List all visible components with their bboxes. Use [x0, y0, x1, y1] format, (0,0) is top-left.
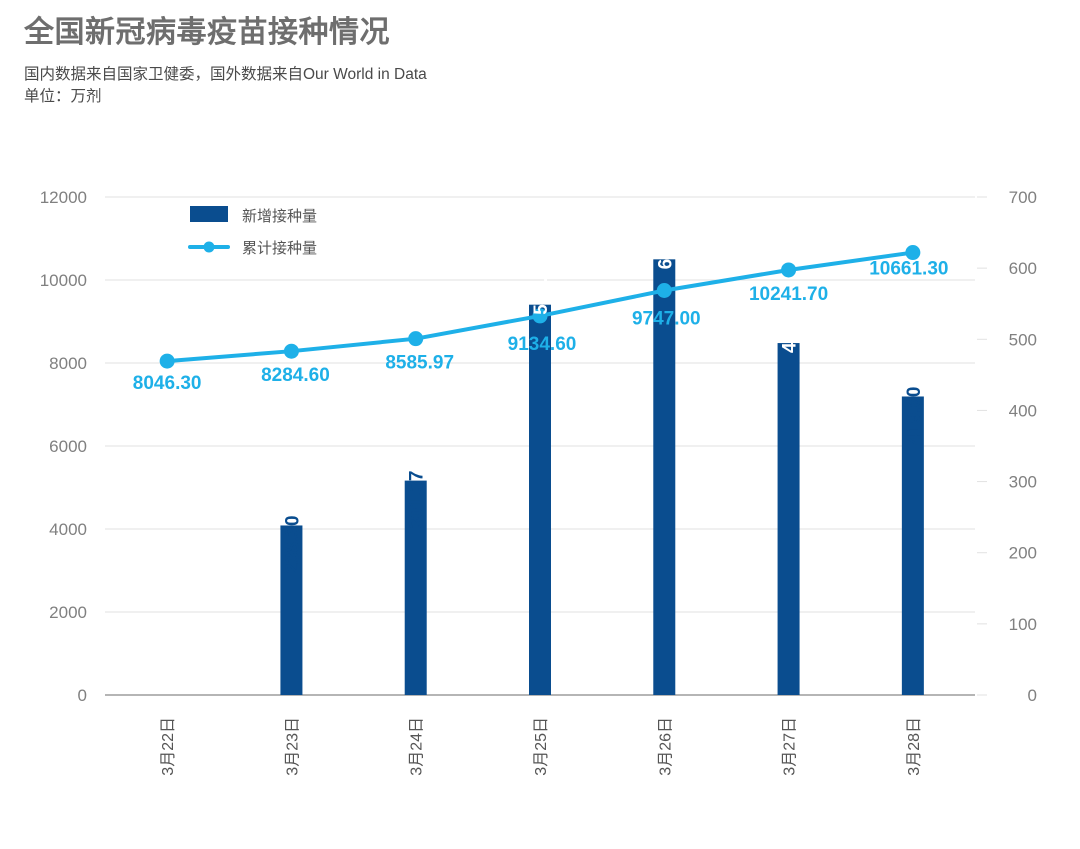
legend-label-line: 累计接种量 [242, 240, 317, 257]
bar-value-label: 548.63 [531, 257, 552, 315]
bar-value-label: 419.60 [904, 386, 925, 444]
right-axis-tick-label: 500 [1009, 330, 1037, 349]
line-data-point [532, 308, 548, 324]
line-value-label: 10661.30 [869, 259, 948, 280]
line-value-label: 8284.60 [261, 365, 330, 386]
bar-value-label: 238.30 [282, 515, 303, 573]
line-value-label: 8046.30 [133, 373, 202, 394]
bar-value-label: 612.40 [655, 211, 676, 269]
chart-subtitle: 国内数据来自国家卫健委，国外数据来自Our World in Data 单位：万… [24, 65, 427, 105]
bar [901, 396, 924, 695]
legend-label-bar: 新增接种量 [242, 208, 317, 225]
line-value-label: 10241.70 [749, 284, 828, 305]
x-axis-tick-label: 3月26日 [657, 717, 674, 776]
bar [653, 259, 676, 695]
right-axis-tick-label: 0 [1028, 686, 1037, 705]
x-axis-tick-label: 3月27日 [782, 717, 799, 776]
line-data-point [656, 282, 672, 298]
bar [777, 343, 800, 695]
line-data-point [408, 331, 424, 347]
left-axis-tick-label: 12000 [40, 188, 87, 207]
right-axis-tick-label: 700 [1009, 188, 1037, 207]
left-axis-tick-label: 6000 [49, 437, 87, 456]
bar [529, 304, 551, 695]
left-axis-tick-label: 10000 [40, 271, 87, 290]
right-axis-tick-label: 300 [1009, 473, 1037, 492]
line-data-point [283, 343, 299, 359]
left-axis-tick-label: 2000 [49, 603, 87, 622]
line-data-point [159, 353, 175, 369]
x-axis-tick-label: 3月22日 [160, 717, 177, 776]
right-axis-tick-label: 200 [1009, 544, 1037, 563]
left-axis-tick-label: 8000 [49, 354, 87, 373]
page-title: 全国新冠病毒疫苗接种情况 [24, 16, 390, 49]
right-axis-tick-label: 100 [1009, 615, 1037, 634]
line-value-label: 9134.60 [508, 334, 577, 355]
bar [404, 480, 427, 695]
legend-swatch-bar [190, 206, 228, 222]
x-axis-tick-label: 3月23日 [284, 717, 301, 776]
left-axis-tick-label: 0 [78, 686, 87, 705]
left-axis-tick-label: 4000 [49, 520, 87, 539]
chart-header: 全国新冠病毒疫苗接种情况 国内数据来自国家卫健委，国外数据来自Our World… [24, 14, 1024, 108]
line-value-label: 8585.97 [385, 353, 454, 374]
bar-value-label: 494.70 [780, 295, 801, 353]
right-axis-tick-label: 400 [1009, 401, 1037, 420]
x-axis-tick-label: 3月24日 [409, 717, 426, 776]
x-axis-tick-label: 3月25日 [533, 717, 550, 776]
bar-value-label: 301.37 [407, 471, 428, 529]
bar [280, 525, 303, 695]
line-value-label: 9747.00 [632, 308, 701, 329]
legend-marker-line [203, 241, 215, 253]
line-data-point [781, 262, 797, 278]
right-axis-tick-label: 600 [1009, 259, 1037, 278]
line-data-point [905, 245, 921, 261]
x-axis-tick-label: 3月28日 [906, 717, 923, 776]
